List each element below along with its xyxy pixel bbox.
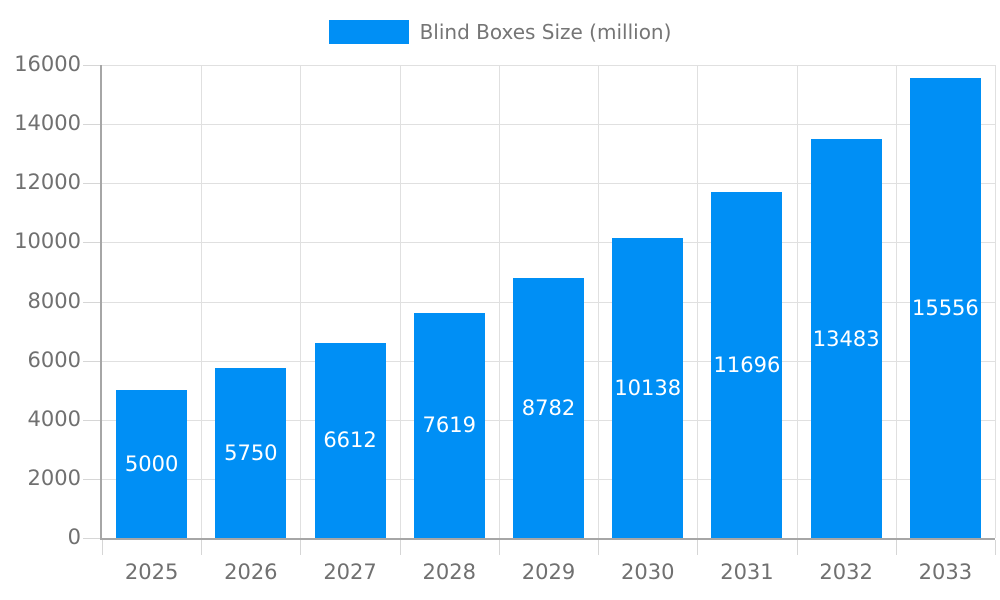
x-gridline [697, 65, 699, 538]
x-tick-label: 2033 [918, 560, 973, 584]
y-gridline [102, 65, 995, 66]
x-tick-mark [498, 540, 500, 555]
x-gridline [300, 65, 302, 538]
legend-swatch[interactable] [328, 20, 409, 44]
x-gridline [796, 65, 798, 538]
x-gridline [498, 65, 500, 538]
x-gridline [995, 65, 996, 538]
bar-2028: 7619 [413, 312, 485, 538]
bar-2025: 5000 [116, 390, 188, 538]
bar-2030: 10138 [612, 238, 684, 538]
y-tick-label: 2000 [27, 465, 81, 490]
bar-value-label: 13483 [812, 326, 880, 351]
x-tick-label: 2027 [323, 560, 377, 584]
bar-2029: 8782 [513, 278, 584, 538]
bar-value-label: 5000 [124, 452, 179, 477]
x-gridline [895, 65, 897, 538]
bar-2031: 11696 [711, 192, 783, 538]
y-tick-label: 14000 [14, 111, 81, 136]
y-tick-mark [83, 360, 100, 362]
y-tick-label: 10000 [14, 229, 81, 254]
y-tick-label: 4000 [27, 406, 81, 431]
y-tick-mark [83, 183, 100, 185]
x-gridline [201, 65, 203, 538]
x-tick-mark [399, 540, 401, 555]
x-tick-mark [995, 540, 996, 555]
x-tick-label: 2032 [819, 560, 873, 584]
x-tick-mark [598, 540, 600, 555]
y-tick-mark [83, 124, 100, 126]
bar-value-label: 5750 [224, 441, 278, 465]
y-tick-label: 6000 [27, 347, 81, 372]
legend-label[interactable]: Blind Boxes Size (million) [419, 20, 672, 44]
chart-legend: Blind Boxes Size (million) [0, 20, 1000, 44]
plot-area: 0 2000 4000 6000 8000 10000 12000 14000 16000 500… [14, 54, 996, 584]
x-gridline [399, 65, 401, 538]
y-tick-mark [83, 301, 100, 303]
x-tick-mark [895, 540, 897, 555]
y-gridline [102, 124, 995, 126]
x-gridline [598, 65, 600, 538]
y-gridline [102, 242, 995, 244]
x-tick-mark [697, 540, 699, 555]
x-tick-mark [201, 540, 203, 555]
bar-value-label: 15556 [911, 296, 979, 321]
bar-value-label: 8782 [521, 396, 576, 421]
y-tick-mark [83, 419, 100, 421]
x-tick-mark [102, 540, 103, 555]
bar-2027: 6612 [314, 342, 386, 538]
y-tick-mark [83, 65, 100, 66]
bar-2032: 13483 [810, 139, 882, 538]
x-tick-label: 2031 [720, 560, 774, 584]
y-gridline [102, 183, 995, 185]
y-tick-label: 0 [67, 525, 81, 550]
y-tick-label: 16000 [14, 52, 81, 77]
y-tick-mark [83, 538, 100, 539]
x-tick-label: 2025 [124, 560, 179, 584]
bar-value-label: 6612 [323, 428, 377, 453]
y-tick-mark [83, 242, 100, 244]
x-tick-label: 2029 [521, 560, 576, 584]
bar-2026: 5750 [215, 368, 287, 538]
x-tick-label: 2028 [422, 560, 476, 584]
x-tick-mark [796, 540, 798, 555]
y-tick-label: 12000 [14, 170, 81, 195]
bar-value-label: 7619 [422, 413, 476, 438]
bar-2033: 15556 [909, 78, 981, 538]
y-tick-mark [83, 478, 100, 480]
bar-value-label: 11696 [713, 353, 781, 378]
x-tick-label: 2030 [620, 560, 675, 584]
x-tick-label: 2026 [224, 560, 278, 584]
y-tick-label: 8000 [27, 288, 81, 313]
x-tick-mark [300, 540, 302, 555]
bar-value-label: 10138 [614, 376, 682, 401]
